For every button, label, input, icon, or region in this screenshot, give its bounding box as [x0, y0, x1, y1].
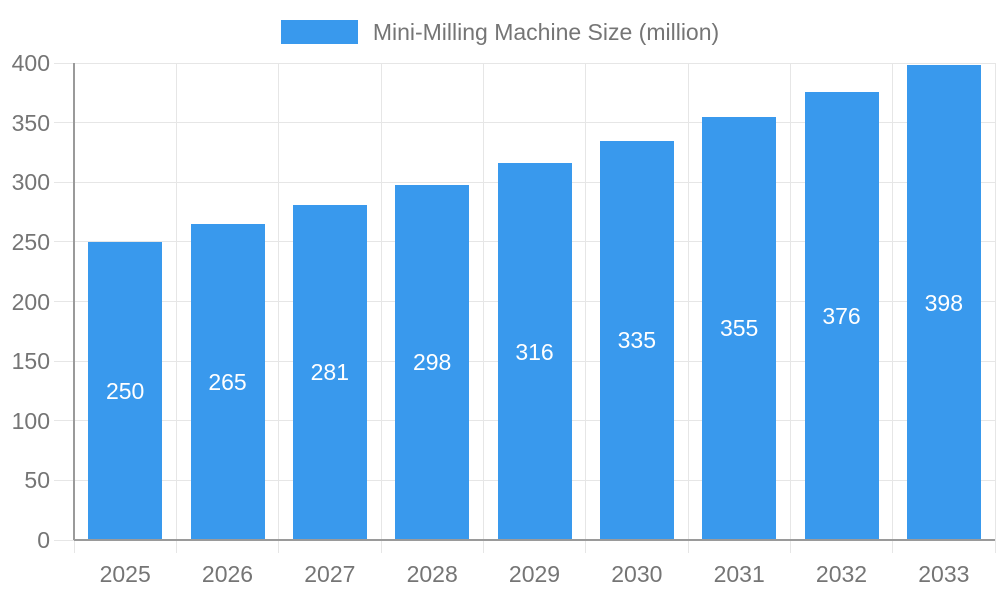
- bar-2027[interactable]: [292, 204, 367, 540]
- x-tick-label: 2027: [304, 561, 356, 587]
- bar-2025[interactable]: [88, 241, 163, 540]
- bar-2031[interactable]: [702, 116, 777, 540]
- x-gridline: [585, 63, 587, 553]
- bar-2029[interactable]: [497, 163, 572, 540]
- x-tick-label: 2026: [201, 561, 254, 587]
- x-gridline: [687, 63, 689, 553]
- x-gridline: [994, 63, 996, 553]
- bar-2026[interactable]: [190, 223, 265, 540]
- bar-value-label: 376: [822, 302, 861, 329]
- x-tick-label: 2033: [918, 561, 970, 587]
- y-tick-label: 400: [11, 50, 50, 76]
- bar-2028[interactable]: [395, 184, 470, 540]
- x-gridline: [278, 63, 280, 553]
- bar-value-label: 355: [719, 315, 759, 342]
- y-tick-label: 200: [11, 288, 50, 315]
- y-axis-line: [73, 63, 75, 540]
- y-tick-label: 250: [11, 228, 50, 255]
- bar-value-label: 316: [515, 338, 554, 365]
- y-tick-label: 100: [11, 407, 50, 434]
- legend[interactable]: Mini-Milling Machine Size (million): [0, 14, 1000, 50]
- x-gridline: [380, 63, 382, 553]
- x-tick-label: 2025: [99, 561, 151, 587]
- x-gridline: [482, 63, 484, 553]
- y-tick-label: 50: [24, 467, 50, 494]
- y-tick-label: 300: [11, 169, 50, 196]
- bar-2033[interactable]: [906, 65, 981, 540]
- bar-2030[interactable]: [599, 140, 674, 540]
- y-gridline: [54, 122, 995, 124]
- bar-value-label: 398: [924, 289, 964, 316]
- bar-value-label: 335: [617, 327, 657, 354]
- bar-2032[interactable]: [804, 91, 879, 540]
- y-tick-label: 350: [11, 109, 50, 136]
- x-axis-line: [74, 539, 995, 541]
- legend-swatch[interactable]: [280, 20, 358, 44]
- x-tick-label: 2031: [713, 561, 765, 587]
- x-tick-label: 2032: [815, 561, 868, 587]
- bar-value-label: 281: [310, 359, 350, 386]
- x-tick-label: 2030: [611, 561, 663, 587]
- x-tick-label: 2028: [406, 561, 458, 587]
- y-tick-label: 150: [11, 348, 50, 375]
- x-gridline: [892, 63, 894, 553]
- bar-value-label: 265: [208, 368, 247, 395]
- x-gridline: [175, 63, 177, 553]
- x-tick-label: 2029: [508, 561, 561, 587]
- legend-label: Mini-Milling Machine Size (million): [372, 19, 720, 45]
- bar-value-label: 250: [105, 377, 145, 404]
- bar-value-label: 298: [412, 349, 452, 376]
- y-tick-label: 0: [37, 527, 50, 553]
- x-gridline: [789, 63, 791, 553]
- y-gridline: [54, 62, 995, 64]
